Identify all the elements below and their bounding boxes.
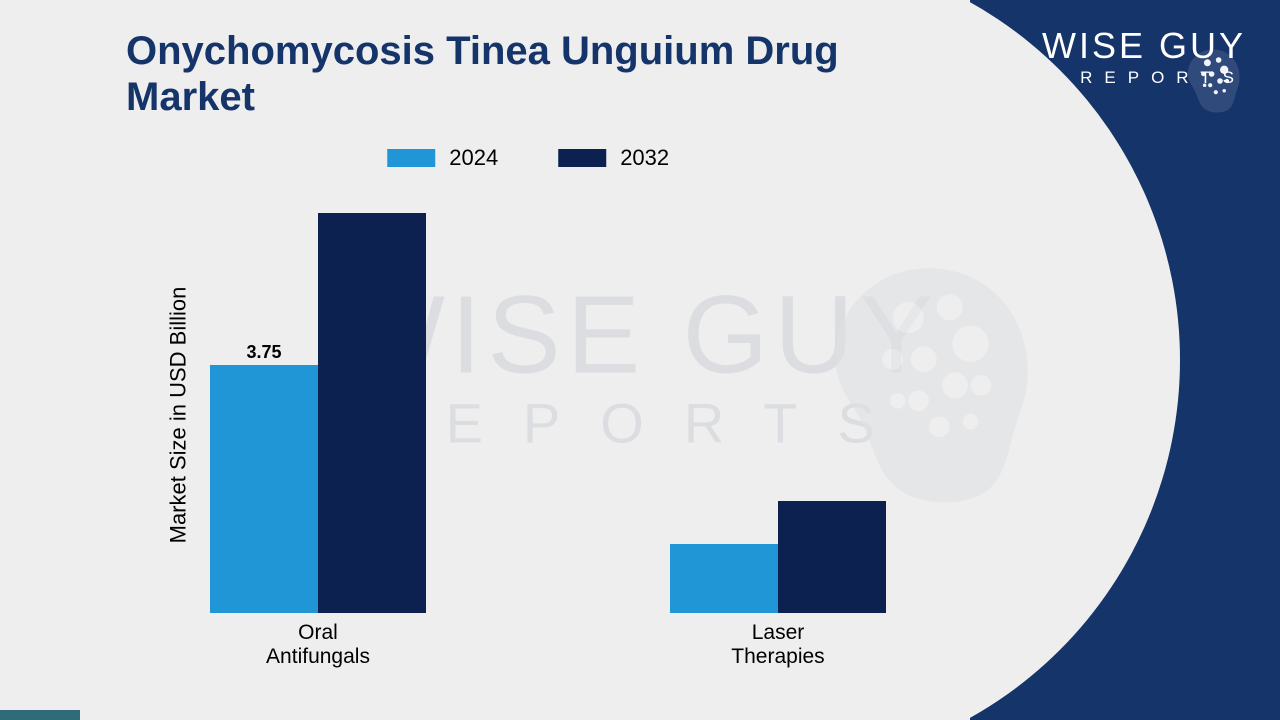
bar-group: 3.75 [210,213,450,613]
bar [778,501,886,613]
x-axis-label: OralAntifungals [198,621,438,669]
page-title: Onychomycosis Tinea Unguium Drug Market [126,28,886,120]
bar [210,365,318,613]
bar-value-label: 3.75 [210,342,318,365]
legend-swatch-2032 [558,149,606,167]
plot-area: 3.75 [150,203,930,613]
legend-label: 2024 [449,145,498,171]
x-axis-labels: OralAntifungals LaserTherapies [150,621,930,677]
bottom-accent-bar [0,710,80,720]
bar [670,544,778,613]
legend-item: 2032 [558,145,669,171]
head-logo-icon [1178,46,1248,116]
page-root: WISE GUY REPORTS Onychomycosis Tinea Ung… [0,0,1280,720]
x-axis-label: LaserTherapies [658,621,898,669]
brand-logo: WISE GUY REPORTS [1042,28,1246,91]
legend-label: 2032 [620,145,669,171]
legend-item: 2024 [387,145,498,171]
bar-group [670,501,910,613]
bar-chart: Market Size in USD Billion 2024 2032 3.7… [40,145,960,685]
legend-swatch-2024 [387,149,435,167]
bar [318,213,426,613]
legend: 2024 2032 [387,145,669,171]
